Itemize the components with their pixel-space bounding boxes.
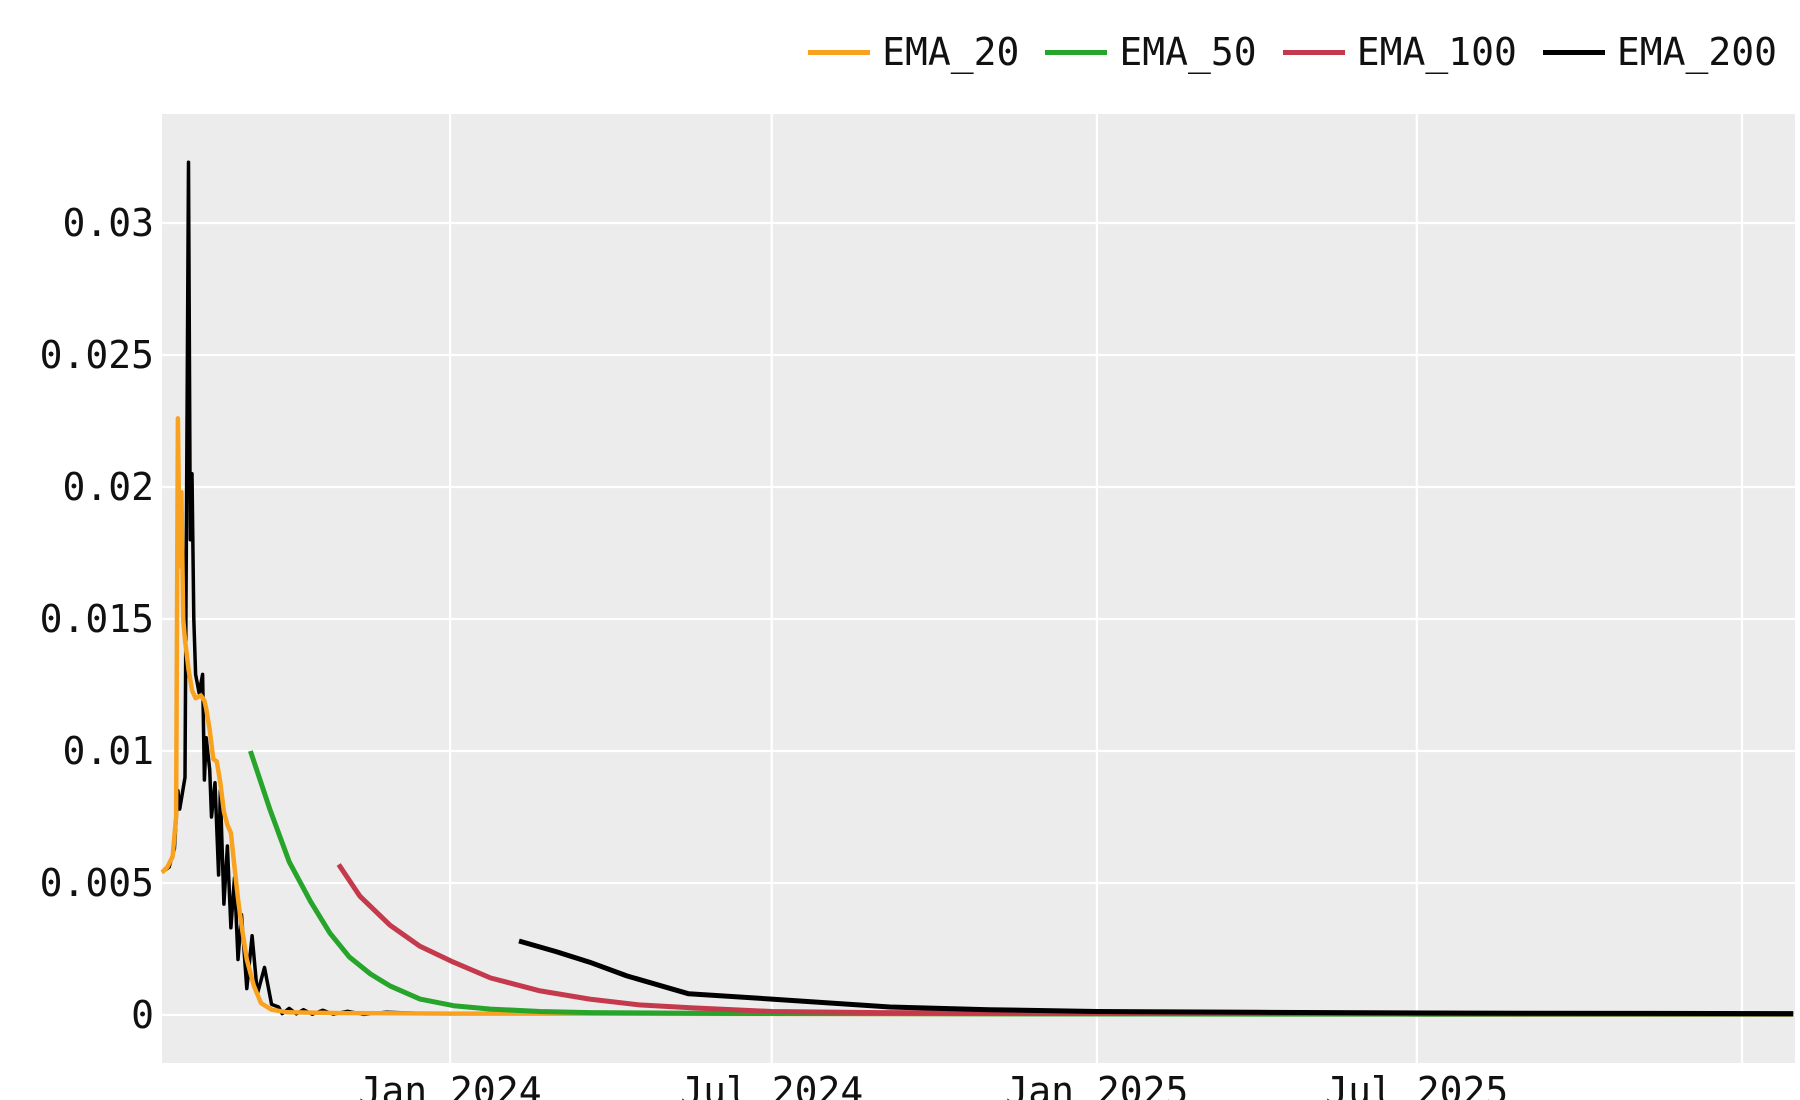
- y-tick-label: 0.01: [62, 729, 154, 773]
- legend-label: EMA_50: [1119, 30, 1257, 74]
- series-EMA_200: [518, 938, 1794, 1017]
- legend-line-swatch: [1045, 49, 1108, 55]
- y-tick-label: 0.025: [40, 333, 154, 377]
- legend-line-swatch: [1282, 49, 1345, 55]
- legend-item-EMA_100: EMA_100: [1282, 26, 1517, 78]
- legend-item-EMA_50: EMA_50: [1045, 26, 1257, 78]
- legend-item-EMA_20: EMA_20: [808, 26, 1019, 78]
- plot-background: [162, 114, 1795, 1063]
- y-tick-label: 0.005: [40, 861, 154, 905]
- chart-legend: EMA_20 EMA_50 EMA_100 EMA_200: [808, 26, 1777, 78]
- x-tick-label: Jul 2024: [680, 1069, 863, 1100]
- y-tick-label: 0.03: [62, 201, 154, 245]
- legend-line-swatch: [1542, 49, 1605, 55]
- legend-label: EMA_200: [1616, 30, 1777, 74]
- legend-item-EMA_200: EMA_200: [1542, 26, 1777, 78]
- series-EMA_100: [336, 863, 1794, 1017]
- series-EMA_20: [160, 416, 1794, 1017]
- ema-chart: 0 0.005 0.01 0.015 0.02 0.025 0.03 Jan 2024 Jul …: [40, 16, 1800, 1100]
- legend-label: EMA_100: [1356, 30, 1517, 74]
- y-tick-label: 0: [131, 993, 154, 1037]
- y-tick-label: 0.015: [40, 597, 154, 641]
- x-tick-label: Jan 2025: [1005, 1069, 1188, 1100]
- x-tick-label: Jul 2025: [1325, 1069, 1508, 1100]
- legend-label: EMA_20: [882, 30, 1020, 74]
- x-tick-label: Jan 2024: [359, 1069, 542, 1100]
- y-tick-label: 0.02: [62, 465, 154, 509]
- plot-svg: 0 0.005 0.01 0.015 0.02 0.025 0.03 Jan 2024 Jul …: [40, 114, 1795, 1100]
- legend-line-swatch: [808, 49, 871, 55]
